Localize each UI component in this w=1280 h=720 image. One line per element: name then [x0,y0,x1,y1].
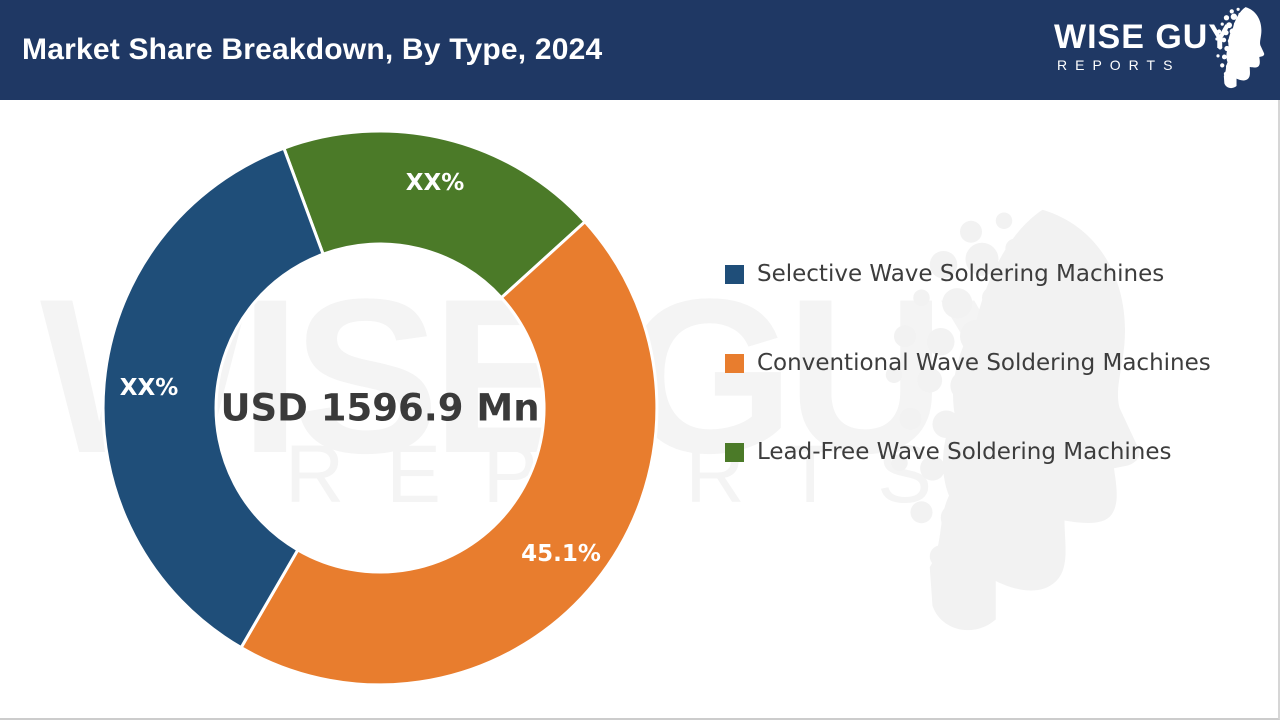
chart-area: WISE GUY REPORTS XX%45.1%XX% USD 1596.9 … [0,100,1280,718]
brand-wordmark: WISE GUY REPORTS [1054,20,1232,73]
donut-slice-3 [282,129,587,300]
legend-item-2: Conventional Wave Soldering Machines [725,347,1211,379]
page-title: Market Share Breakdown, By Type, 2024 [22,33,603,66]
legend-label: Lead-Free Wave Soldering Machines [757,439,1172,465]
legend-label: Conventional Wave Soldering Machines [757,350,1211,376]
legend-item-1: Selective Wave Soldering Machines [725,258,1164,290]
brand-face-icon [1215,7,1265,89]
brand-wordmark-main: WISE GUY [1054,18,1233,56]
donut-slice-1 [101,146,325,650]
brand-logo: WISE GUY REPORTS [1020,2,1270,98]
legend-swatch [725,442,744,462]
legend-swatch [725,353,744,373]
donut-chart [101,129,659,687]
donut-slice-2 [239,220,659,687]
slice-value-label: 45.1% [521,541,601,567]
header-bar: Market Share Breakdown, By Type, 2024 WI… [0,0,1280,100]
legend-swatch [725,264,744,284]
legend-label: Selective Wave Soldering Machines [757,261,1165,287]
slice-value-label: XX% [119,375,179,401]
slice-value-label: XX% [405,170,465,196]
brand-wordmark-sub: REPORTS [1057,57,1181,73]
center-value: USD 1596.9 Mn [220,386,540,430]
legend-item-3: Lead-Free Wave Soldering Machines [725,436,1172,468]
